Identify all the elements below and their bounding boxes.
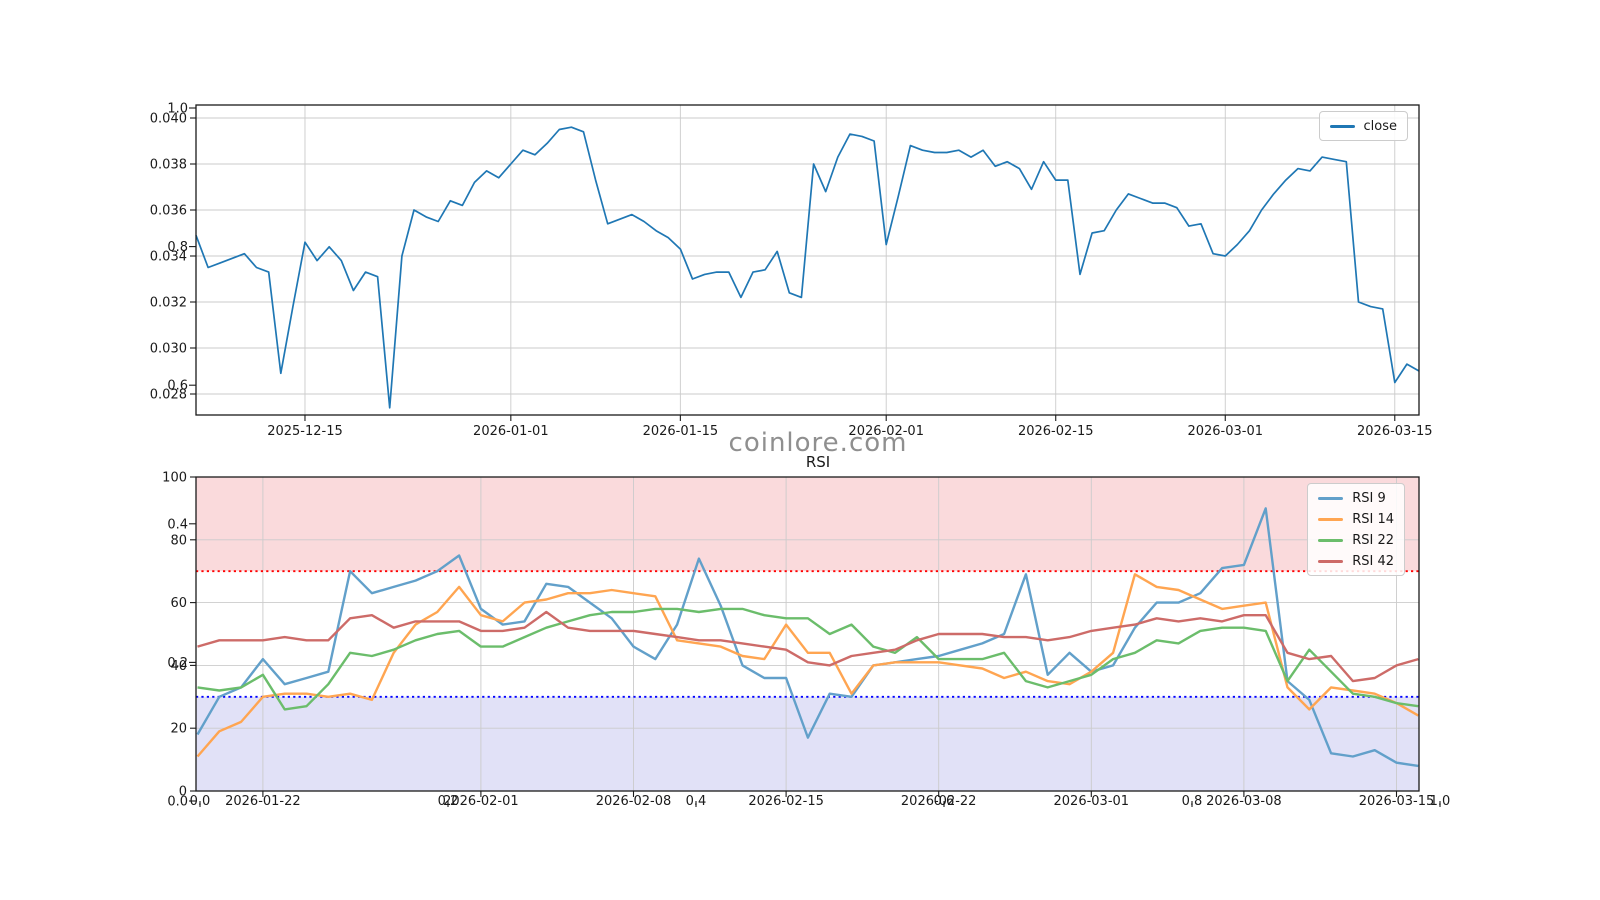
figure-ytick-label: 1.0 [167,102,188,117]
price-xtick-label: 2025-12-15 [267,424,343,439]
price-ytick-label: 0.032 [150,296,187,311]
rsi42-line-swatch [1318,559,1344,563]
rsi-xtick-label: 2026-02-15 [748,794,824,809]
legend-item-rsi14: RSI 14 [1318,511,1394,527]
price-xtick-label: 2026-01-01 [473,424,549,439]
rsi-22-line [197,607,1419,711]
rsi-ytick-label: 0 [179,785,187,800]
rsi-ytick-label: 60 [170,596,187,611]
close-line [195,126,1420,409]
price-xtick-label: 2026-02-15 [1018,424,1094,439]
rsi-ytick-label: 80 [170,533,187,548]
rsi-xtick-label: 2026-03-08 [1206,794,1282,809]
price-legend: close [1318,111,1408,141]
close-legend-label: close [1363,118,1397,134]
price-ytick-label: 0.038 [150,158,187,173]
rsi-xtick-label: 2026-02-22 [901,794,977,809]
rsi-legend: RSI 9 RSI 14 RSI 22 RSI 42 [1307,483,1405,576]
price-plot-border [195,104,1420,416]
price-xtick-label: 2026-02-01 [848,424,924,439]
close-line-swatch [1329,124,1355,128]
price-xtick-label: 2026-01-15 [643,424,719,439]
legend-item-rsi42: RSI 42 [1318,553,1394,569]
rsi-plot-border [195,476,1420,792]
price-xtick-label: 2026-03-01 [1187,424,1263,439]
price-ytick-label: 0.036 [150,204,187,219]
rsi-9-line [196,507,1419,768]
figure-ytick-label: 0.8 [167,240,188,255]
figure-xtick-label: 0.2 [438,794,459,809]
rsi-xtick-label: 2026-02-01 [443,794,519,809]
rsi22-line-swatch [1318,538,1344,542]
figure-xtick-label: 0.8 [1182,794,1203,809]
rsi-xtick-label: 2026-03-01 [1054,794,1130,809]
overbought-band [196,477,1419,572]
oversold-band [196,696,1419,791]
figure-xtick-label: 0.4 [686,794,707,809]
rsi9-legend-label: RSI 9 [1352,490,1386,506]
figure-ytick-label: 0.0 [167,795,188,810]
rsi42-legend-label: RSI 42 [1352,553,1394,569]
rsi-42-line [197,610,1419,683]
rsi9-line-swatch [1318,496,1344,500]
price-ytick-label: 0.040 [150,112,187,127]
legend-item-rsi9: RSI 9 [1318,490,1394,506]
figure-ytick-label: 0.6 [167,379,188,394]
price-ytick-label: 0.030 [150,342,187,357]
legend-item-close: close [1329,118,1397,134]
watermark: coinlore.com [728,428,908,458]
rsi14-line-swatch [1318,517,1344,521]
rsi-ytick-label: 100 [162,471,187,486]
rsi22-legend-label: RSI 22 [1352,532,1394,548]
figure-xtick-label: 0.0 [190,794,211,809]
figure-ytick-label: 0.2 [167,656,188,671]
price-xtick-label: 2026-03-15 [1357,424,1433,439]
legend-item-rsi22: RSI 22 [1318,532,1394,548]
rsi-ytick-label: 20 [170,722,187,737]
figure-xtick-label: 1.0 [1430,794,1451,809]
figure-xtick-label: 0.6 [934,794,955,809]
rsi-xtick-label: 2026-03-15 [1359,794,1435,809]
price-ytick-label: 0.028 [150,388,187,403]
rsi-xtick-label: 2026-01-22 [225,794,301,809]
rsi-ytick-label: 40 [170,659,187,674]
price-ytick-label: 0.034 [150,250,187,265]
rsi-xtick-label: 2026-02-08 [596,794,672,809]
rsi14-legend-label: RSI 14 [1352,511,1394,527]
figure-ytick-label: 0.4 [167,517,188,532]
rsi-14-line [196,573,1419,758]
rsi-chart-title: RSI [805,453,831,471]
